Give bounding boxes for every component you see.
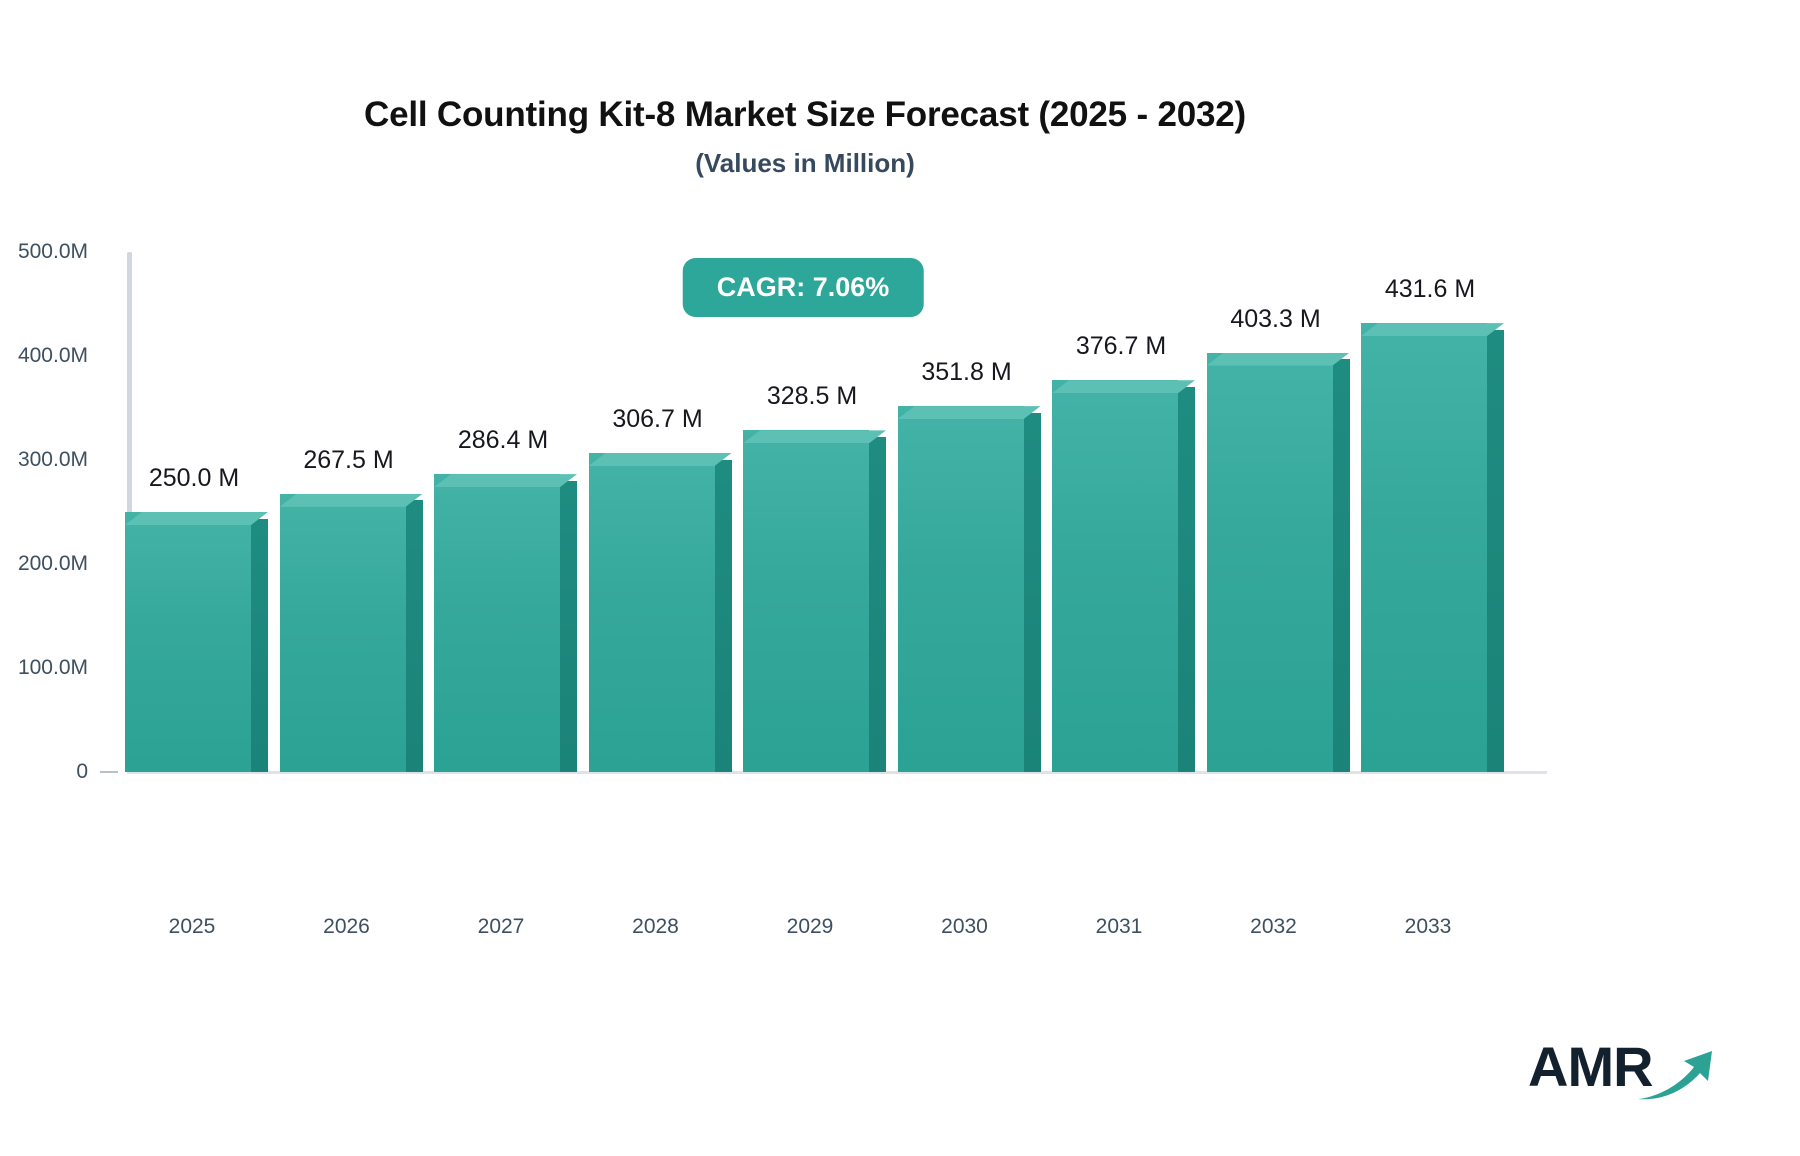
bar-side-face <box>869 436 886 772</box>
bar-front-face <box>743 430 869 772</box>
y-axis-tick-label: 500.0M <box>17 240 88 263</box>
y-axis-tick-mark <box>100 771 118 773</box>
bar-column <box>434 474 577 772</box>
logo-text: AMR <box>1528 1035 1654 1098</box>
bar-column <box>1361 323 1504 772</box>
y-axis-tick-label: 400.0M <box>17 344 88 367</box>
bar-side-face <box>405 500 423 772</box>
chart-subtitle: (Values in Million) <box>695 148 915 178</box>
bar-value-label: 328.5 M <box>766 382 858 411</box>
bar-value-label: 250.0 M <box>148 464 240 492</box>
bar-front-face <box>897 406 1024 772</box>
growth-arrow-icon <box>1638 1051 1712 1100</box>
x-axis-tick-label: 2029 <box>786 915 834 938</box>
bar-side-face <box>1487 329 1504 772</box>
y-axis-tick-label: 100.0M <box>17 656 88 679</box>
bar-front-face <box>279 493 406 772</box>
bar-value-label: 376.7 M <box>1075 332 1167 361</box>
y-axis-tick-label: 300.0M <box>17 448 88 471</box>
bar-side-face <box>251 518 268 772</box>
bar-value-label: 431.6 M <box>1384 275 1476 304</box>
x-axis-tick-label: 2033 <box>1404 915 1452 938</box>
bar-top-face <box>588 453 732 467</box>
bar-value-label: 351.8 M <box>921 358 1012 387</box>
bar-column <box>279 493 423 772</box>
bar-value-label: 267.5 M <box>303 445 394 474</box>
x-axis-tick-label: 2028 <box>632 915 679 938</box>
x-axis-tick-label: 2027 <box>477 915 525 938</box>
y-axis-tick-label: 0 <box>76 760 88 783</box>
bar-side-face <box>1332 359 1350 772</box>
y-axis-tick-label: 200.0M <box>17 552 88 575</box>
bar-side-face <box>1023 412 1041 772</box>
x-axis-line <box>127 771 1547 774</box>
bar-top-face <box>1361 323 1504 337</box>
bar-front-face <box>588 453 715 772</box>
bar-column <box>1052 380 1195 772</box>
cagr-badge: CAGR: 7.06% <box>682 258 924 317</box>
bar-column <box>125 512 268 772</box>
bar-top-face <box>897 406 1041 420</box>
bar-front-face <box>125 512 251 772</box>
bar-top-face <box>434 474 577 488</box>
bar-front-face <box>1052 380 1178 772</box>
bar-top-face <box>279 493 423 507</box>
bar-side-face <box>714 459 732 772</box>
bar-column <box>897 406 1041 772</box>
x-axis-tick-label: 2025 <box>168 915 216 938</box>
bar-top-face <box>1052 380 1195 394</box>
bar-column <box>588 453 732 772</box>
bar-value-label: 403.3 M <box>1230 304 1321 333</box>
x-axis-tick-label: 2026 <box>323 915 370 938</box>
bar-side-face <box>1178 386 1195 772</box>
bar-top-face <box>1206 352 1350 366</box>
bar-side-face <box>560 480 577 772</box>
x-axis-tick-label: 2032 <box>1250 915 1297 938</box>
bar-column <box>1206 352 1350 772</box>
page-title: Cell Counting Kit-8 Market Size Forecast… <box>364 95 1246 134</box>
bar-column <box>743 430 886 772</box>
x-axis-tick-label: 2031 <box>1095 915 1143 938</box>
bar-chart-plot: 0 100.0M 200.0M 300.0M 400.0M 500.0M 250.0 M 20… <box>17 240 1547 938</box>
bar-top-face <box>743 430 886 444</box>
amr-logo: AMR <box>1528 1035 1718 1110</box>
bar-value-label: 286.4 M <box>457 426 549 455</box>
bar-front-face <box>1361 323 1487 772</box>
x-axis-tick-label: 2030 <box>941 915 988 938</box>
bar-value-label: 306.7 M <box>612 405 703 434</box>
bar-front-face <box>1206 352 1333 772</box>
bar-front-face <box>434 474 560 772</box>
bar-top-face <box>125 512 268 525</box>
